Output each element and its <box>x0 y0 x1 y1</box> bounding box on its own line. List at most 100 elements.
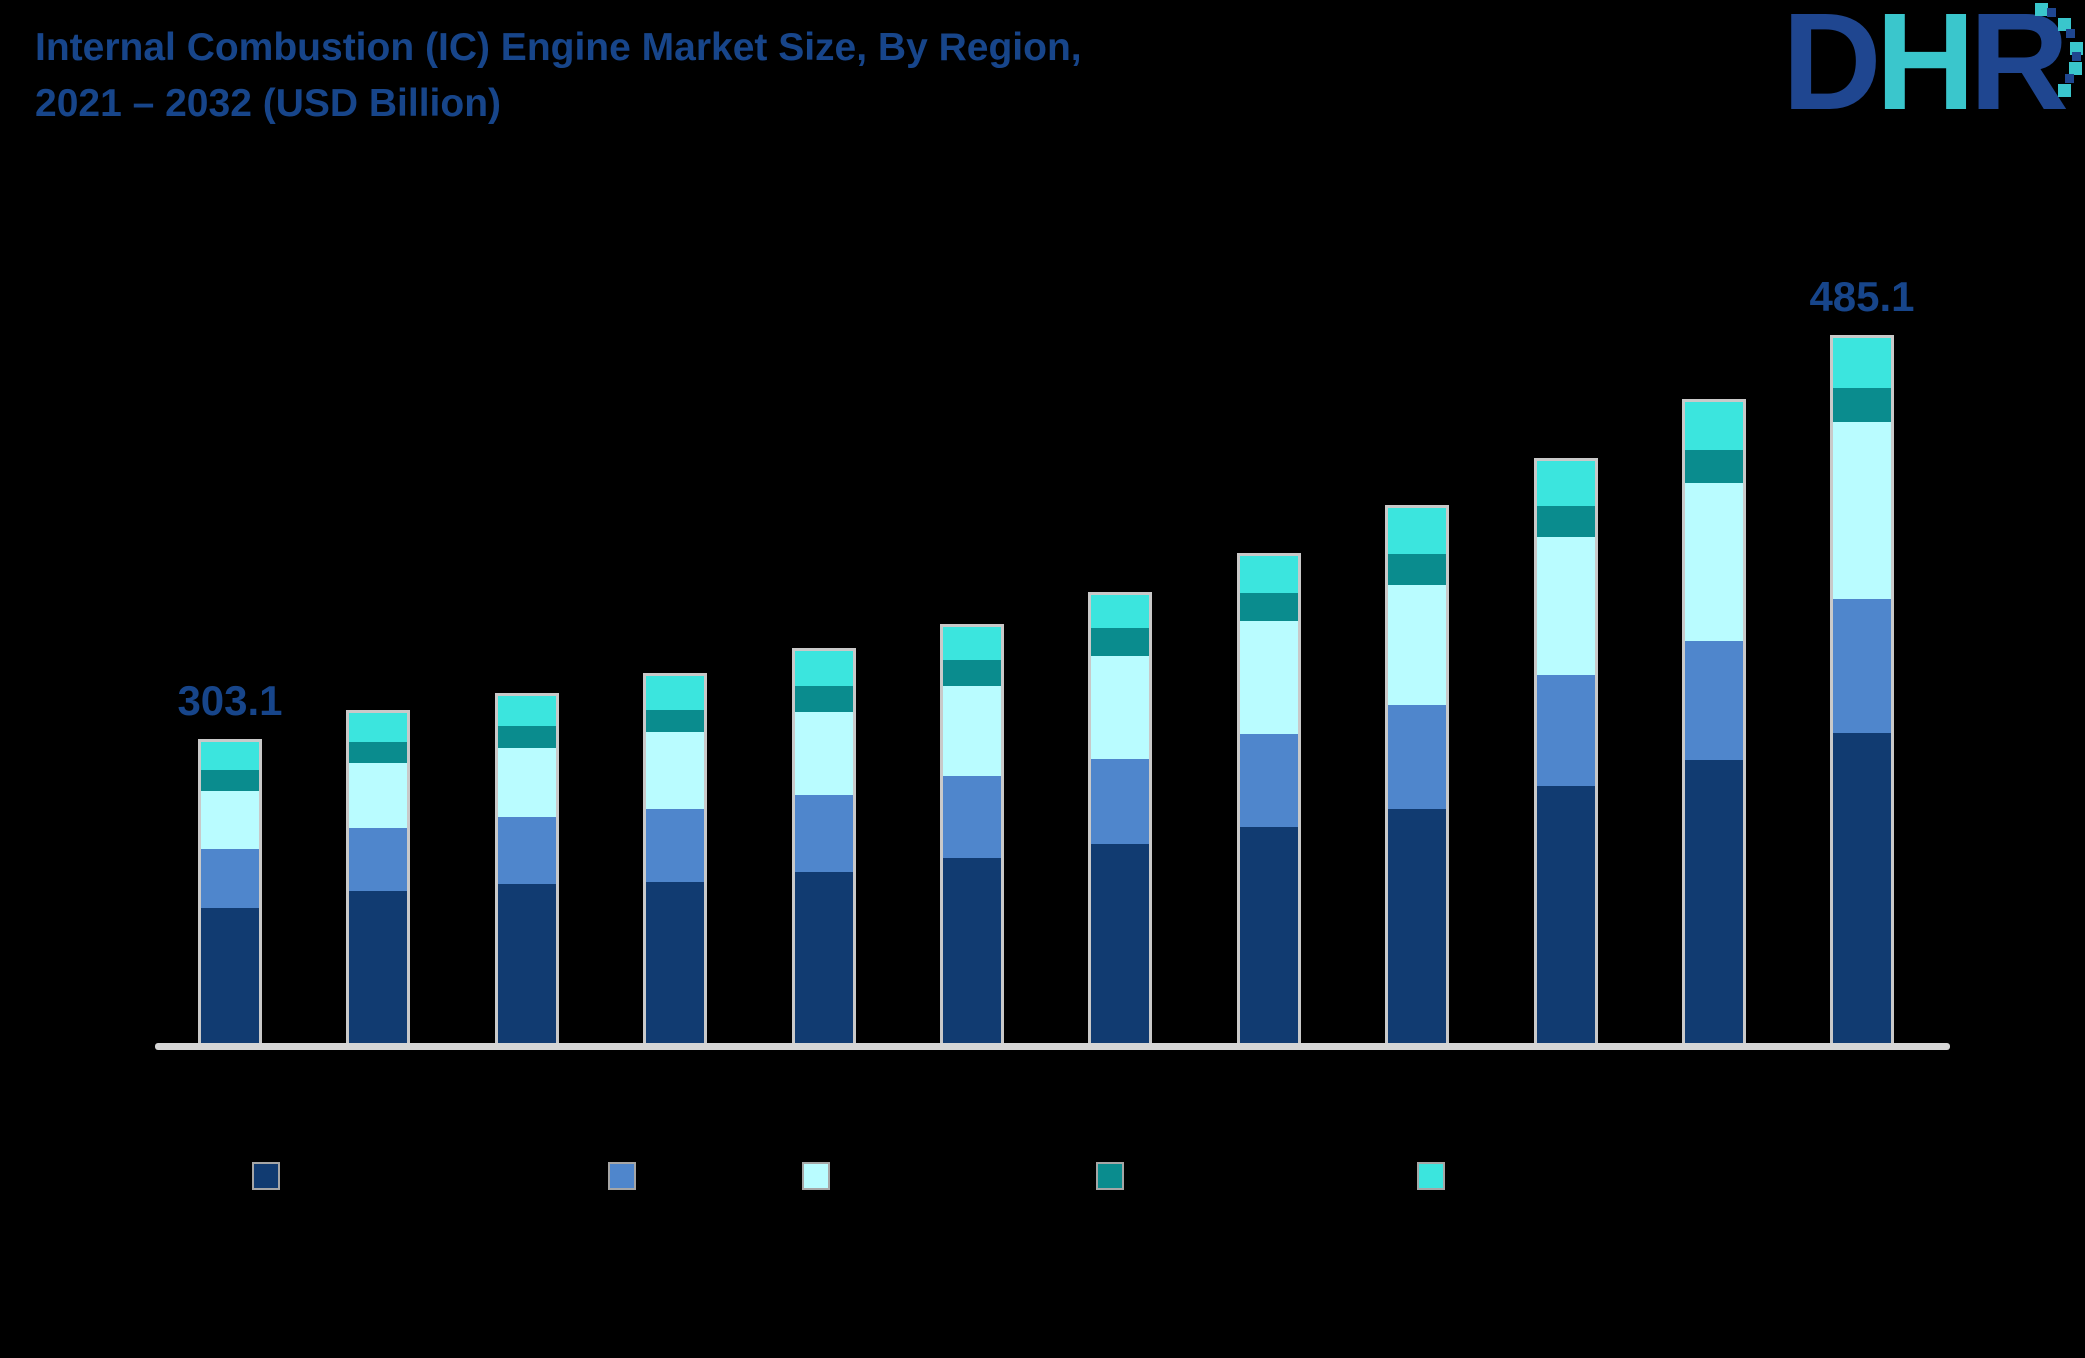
stacked-bar-2025 <box>792 648 856 1045</box>
logo-arc-dot <box>2058 18 2071 31</box>
data-label-2021: 303.1 <box>177 677 283 724</box>
legend-item-latin-america: Latin America <box>1096 1160 1296 1192</box>
bar-segment-north-america <box>1833 733 1891 1045</box>
bar-segment-north-america <box>1091 844 1149 1045</box>
bar-segment-latin-america <box>498 725 556 748</box>
logo-arc-dot <box>2069 62 2082 75</box>
legend-swatch <box>1096 1162 1124 1190</box>
bar-segment-latin-america <box>1537 505 1595 537</box>
bar-segment-latin-america <box>795 685 853 712</box>
bar-segment-asia-pacific <box>943 685 1001 776</box>
bar-segment-middle-east-africa <box>646 676 704 710</box>
legend-item-middle-east-africa: Middle East & Africa <box>1417 1160 1692 1192</box>
data-label-2032: 485.1 <box>1809 273 1915 320</box>
stacked-bar-2030 <box>1534 458 1598 1045</box>
logo-arc-dot <box>2072 52 2081 61</box>
bar-segment-europe <box>1537 674 1595 787</box>
stacked-bar-2032 <box>1830 335 1894 1045</box>
bar-segment-north-america <box>201 908 259 1045</box>
x-axis-baseline <box>155 1043 1950 1050</box>
bar-segment-europe <box>201 848 259 909</box>
stacked-bar-2023 <box>495 693 559 1045</box>
legend-item-north-america: North America <box>252 1160 459 1192</box>
bar-segment-latin-america <box>201 769 259 791</box>
stacked-bar-2028 <box>1237 553 1301 1045</box>
bar-segment-north-america <box>1388 809 1446 1045</box>
bar-segment-north-america <box>1537 786 1595 1045</box>
chart-title: Internal Combustion (IC) Engine Market S… <box>35 20 1335 132</box>
stacked-bar-2024 <box>643 673 707 1045</box>
bar-segment-europe <box>943 775 1001 859</box>
bar-segment-latin-america <box>1240 592 1298 621</box>
legend-swatch <box>252 1162 280 1190</box>
stacked-bar-2027 <box>1088 592 1152 1045</box>
stacked-bar-2022 <box>346 710 410 1045</box>
bar-segment-asia-pacific <box>1833 421 1891 599</box>
logo-letter-h: H <box>1875 0 1976 139</box>
logo-letter-r: R <box>1969 0 2069 139</box>
bar-segment-asia-pacific <box>1388 584 1446 705</box>
bar-segment-asia-pacific <box>498 747 556 817</box>
bar-segment-europe <box>1833 598 1891 734</box>
bar-segment-latin-america <box>1685 449 1743 483</box>
logo-arc-dot <box>2048 95 2057 104</box>
bar-segment-north-america <box>498 884 556 1045</box>
dhr-logo: DHR <box>1782 0 2085 140</box>
logo-arc-dot <box>2047 8 2056 17</box>
bar-segment-europe <box>795 794 853 873</box>
bar-segment-north-america <box>1685 760 1743 1045</box>
dhr-logo-letters: DHR <box>1782 0 2069 131</box>
bar-segment-europe <box>349 827 407 892</box>
bar-segment-europe <box>1685 640 1743 761</box>
legend-swatch <box>802 1162 830 1190</box>
bar-segment-middle-east-africa <box>498 695 556 726</box>
chart-title-line2: 2021 – 2032 (USD Billion) <box>35 82 502 125</box>
legend-label: North America <box>294 1160 459 1191</box>
legend-item-europe: Europe <box>608 1160 734 1192</box>
legend-swatch <box>1417 1162 1445 1190</box>
bar-segment-latin-america <box>349 741 407 763</box>
bar-segment-europe <box>498 816 556 885</box>
legend-item-asia-pacific: Asia Pacific <box>802 1160 978 1192</box>
bar-segment-asia-pacific <box>1537 536 1595 675</box>
bar-segment-middle-east-africa <box>1091 595 1149 628</box>
bar-segment-middle-east-africa <box>1388 507 1446 554</box>
bar-segment-north-america <box>795 872 853 1045</box>
bar-segment-north-america <box>943 858 1001 1045</box>
bar-segment-asia-pacific <box>1091 655 1149 759</box>
bar-segment-latin-america <box>943 659 1001 686</box>
bar-segment-asia-pacific <box>1685 482 1743 641</box>
logo-arc-dot <box>2035 3 2048 16</box>
legend-label: Latin America <box>1138 1160 1296 1191</box>
bar-segment-europe <box>646 808 704 883</box>
bar-segment-middle-east-africa <box>349 713 407 742</box>
bar-segment-europe <box>1240 733 1298 828</box>
bar-segment-asia-pacific <box>795 711 853 795</box>
bar-segment-latin-america <box>1388 553 1446 585</box>
logo-letter-d: D <box>1782 0 1882 139</box>
chart-title-line1: Internal Combustion (IC) Engine Market S… <box>35 26 1082 69</box>
bar-segment-europe <box>1388 704 1446 810</box>
bar-segment-middle-east-africa <box>1833 338 1891 388</box>
bar-segment-middle-east-africa <box>943 627 1001 660</box>
bar-segment-middle-east-africa <box>201 742 259 770</box>
bar-segment-asia-pacific <box>1240 620 1298 734</box>
legend-label: Middle East & Africa <box>1459 1160 1692 1191</box>
bar-segment-asia-pacific <box>646 731 704 809</box>
logo-arc-dot <box>2065 74 2074 83</box>
bar-segment-north-america <box>349 891 407 1045</box>
bar-segment-north-america <box>646 882 704 1045</box>
bar-segment-middle-east-africa <box>1685 402 1743 450</box>
logo-arc-dot <box>2070 42 2083 55</box>
legend-swatch <box>608 1162 636 1190</box>
bar-segment-asia-pacific <box>201 790 259 849</box>
bar-segment-middle-east-africa <box>1240 555 1298 593</box>
bar-segment-latin-america <box>1091 627 1149 656</box>
stacked-bar-2029 <box>1385 505 1449 1045</box>
bar-segment-middle-east-africa <box>795 651 853 686</box>
logo-arc-dot <box>2066 29 2075 38</box>
bar-segment-middle-east-africa <box>1537 461 1595 506</box>
bar-segment-europe <box>1091 758 1149 845</box>
legend-label: Asia Pacific <box>844 1160 979 1191</box>
